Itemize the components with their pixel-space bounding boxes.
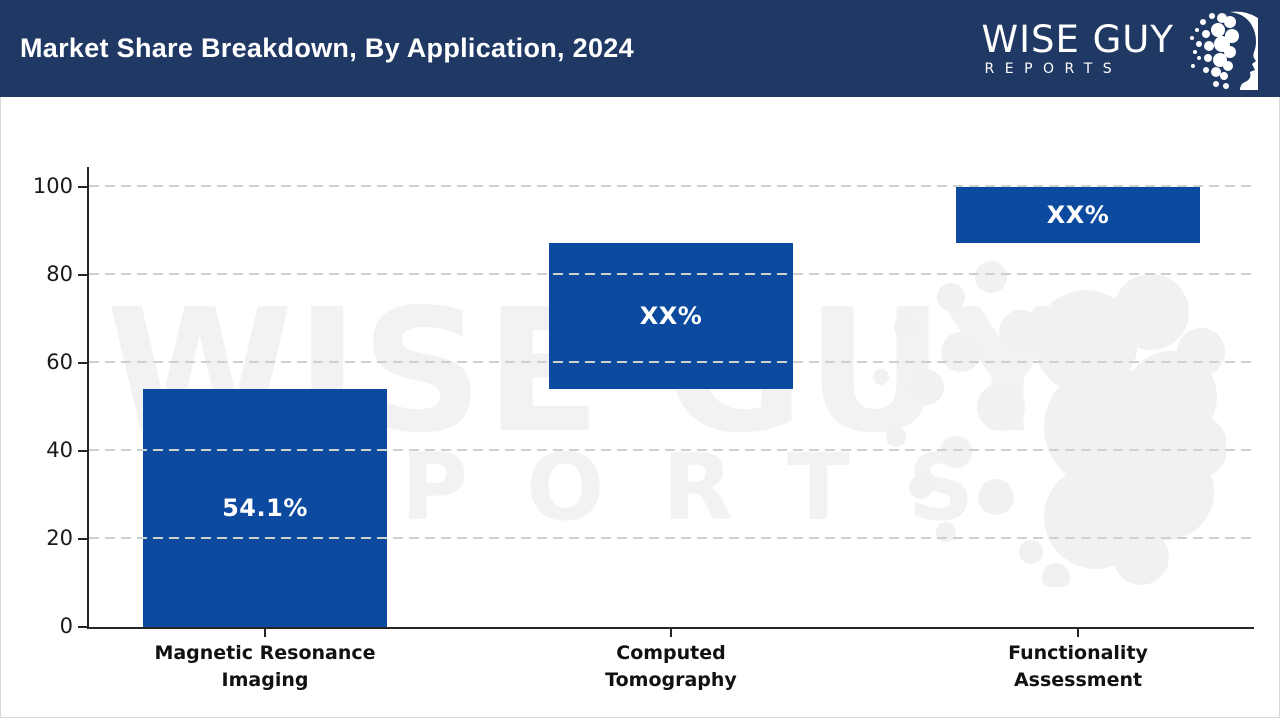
gridline-40 bbox=[89, 449, 1254, 451]
y-axis-line bbox=[87, 167, 89, 629]
plot-area: 0 20 40 60 80 100 54.1% Magnetic Resonance Imagi… bbox=[1, 97, 1279, 717]
chart-card: WISE GUY REPORTS 0 20 40 60 80 100 54.1% Magnet… bbox=[0, 97, 1280, 718]
x-category-label: Computed Tomography bbox=[511, 640, 831, 693]
gridline-80 bbox=[89, 273, 1254, 275]
x-category-label-line: Imaging bbox=[221, 668, 309, 691]
x-category-label-line: Magnetic Resonance bbox=[154, 642, 376, 664]
bar-value-label: XX% bbox=[639, 302, 703, 331]
y-tick-mark-40 bbox=[78, 450, 87, 452]
x-category-label: Magnetic Resonance Imaging bbox=[105, 640, 425, 693]
brand-logo-text: WISE GUY REPORTS bbox=[982, 21, 1174, 77]
bar-value-label: 54.1% bbox=[222, 493, 308, 522]
y-tick-mark-60 bbox=[78, 362, 87, 364]
x-category-label: Functionality Assessment bbox=[918, 640, 1238, 693]
y-tick-label-20: 20 bbox=[46, 526, 73, 550]
header: Market Share Breakdown, By Application, … bbox=[0, 0, 1280, 97]
y-tick-mark-20 bbox=[78, 538, 87, 540]
x-tick-mark bbox=[670, 629, 672, 637]
brand-subname: REPORTS bbox=[984, 60, 1123, 77]
gridline-60 bbox=[89, 361, 1254, 363]
y-tick-label-0: 0 bbox=[59, 614, 73, 638]
gridline-100 bbox=[89, 185, 1254, 187]
y-tick-mark-100 bbox=[78, 186, 87, 188]
y-tick-mark-80 bbox=[78, 274, 87, 276]
x-category-label-line: Tomography bbox=[605, 668, 737, 691]
dotted-head-logo-icon bbox=[1190, 11, 1258, 90]
y-tick-label-100: 100 bbox=[32, 174, 73, 198]
x-category-label-line: Functionality bbox=[1008, 642, 1148, 664]
gridline-20 bbox=[89, 537, 1254, 539]
page-title: Market Share Breakdown, By Application, … bbox=[20, 33, 634, 63]
y-tick-label-60: 60 bbox=[46, 350, 73, 374]
y-tick-label-40: 40 bbox=[46, 438, 73, 462]
bar-segment: XX% bbox=[549, 243, 793, 389]
watermark-head-icon bbox=[873, 261, 1226, 587]
x-category-label-line: Computed bbox=[616, 642, 726, 664]
bar-segment: XX% bbox=[956, 187, 1200, 244]
bar-value-label: XX% bbox=[1046, 201, 1110, 230]
brand-logo: WISE GUY REPORTS bbox=[982, 8, 1262, 90]
x-tick-mark bbox=[264, 629, 266, 637]
brand-name: WISE GUY bbox=[981, 17, 1174, 61]
x-tick-mark bbox=[1077, 629, 1079, 637]
y-tick-mark-0 bbox=[78, 626, 87, 628]
bar-segment: 54.1% bbox=[143, 388, 387, 627]
x-category-label-line: Assessment bbox=[1013, 668, 1143, 691]
y-tick-label-80: 80 bbox=[46, 262, 73, 286]
x-axis-line bbox=[87, 627, 1254, 629]
